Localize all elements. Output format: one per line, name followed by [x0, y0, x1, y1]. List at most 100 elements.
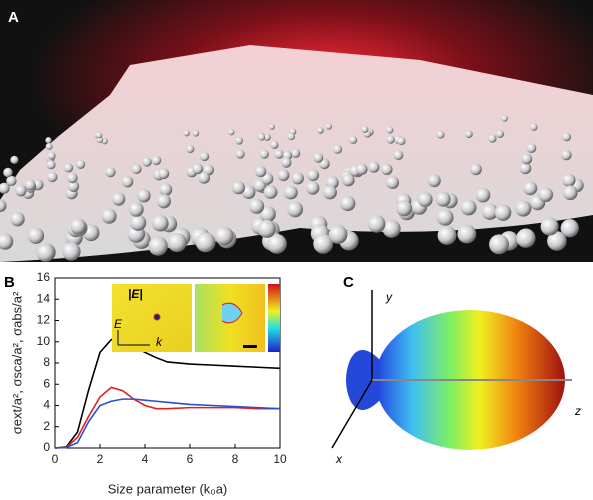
sphere — [3, 167, 13, 178]
sphere — [277, 169, 290, 182]
sphere-group — [0, 115, 584, 262]
sphere — [397, 136, 406, 146]
x-tick-label: 0 — [52, 452, 59, 466]
sphere — [368, 161, 380, 173]
sphere — [287, 201, 304, 218]
sphere — [340, 195, 356, 212]
axis-label: z — [574, 404, 581, 418]
sphere — [15, 184, 27, 197]
y-axis-label: σext/a², σsca/a², σabs/a² — [9, 291, 24, 434]
sphere — [263, 133, 271, 141]
sphere — [0, 182, 10, 194]
panel-label: B — [4, 274, 15, 291]
sphere — [6, 175, 17, 187]
sphere — [386, 135, 395, 144]
axis-label: y — [385, 290, 393, 304]
inset-title: |E| — [128, 287, 143, 301]
sphere — [381, 163, 393, 176]
sphere — [137, 189, 151, 203]
sphere — [156, 194, 171, 209]
sphere — [393, 150, 404, 161]
y-tick-label: 10 — [37, 334, 51, 348]
sphere — [333, 144, 343, 154]
sphere — [121, 175, 134, 188]
sphere — [560, 219, 579, 238]
y-tick-label: 0 — [43, 440, 50, 454]
sphere — [45, 142, 53, 150]
data-line — [54, 386, 280, 449]
sphere — [481, 203, 499, 220]
sphere — [101, 208, 117, 224]
sphere — [349, 135, 358, 144]
sphere — [192, 163, 204, 175]
sphere — [192, 130, 200, 137]
inset-label: k — [156, 335, 163, 349]
sphere — [523, 181, 538, 196]
sphere — [287, 132, 296, 141]
sphere — [342, 173, 355, 187]
x-tick-label: 2 — [97, 452, 104, 466]
sphere — [0, 233, 14, 250]
sphere — [427, 174, 441, 188]
sphere — [437, 225, 457, 245]
panel-label: A — [8, 9, 19, 26]
sphere — [259, 205, 276, 223]
sphere — [131, 164, 142, 175]
sphere — [158, 168, 170, 180]
sphere — [436, 208, 454, 226]
sphere — [257, 219, 276, 238]
sphere — [10, 211, 25, 227]
sphere — [198, 171, 211, 184]
sphere — [263, 185, 278, 199]
sphere — [270, 140, 279, 149]
x-tick-label: 4 — [142, 452, 149, 466]
x-tick-label: 8 — [232, 452, 239, 466]
sphere — [259, 149, 269, 159]
inset-particle — [153, 313, 161, 321]
sphere — [10, 155, 19, 164]
sphere — [151, 214, 169, 232]
sphere — [199, 151, 210, 162]
sphere — [417, 191, 433, 207]
sphere — [283, 185, 298, 200]
sphere — [488, 134, 497, 143]
sphere — [305, 181, 320, 195]
sphere — [436, 130, 445, 139]
sphere — [27, 227, 45, 244]
y-tick-label: 14 — [37, 291, 51, 305]
sphere — [475, 187, 491, 203]
sphere — [328, 225, 348, 244]
sphere — [183, 130, 190, 137]
x-tick-label: 6 — [187, 452, 194, 466]
sphere — [322, 185, 337, 200]
sphere — [195, 232, 216, 253]
axis — [331, 379, 373, 449]
panel-label: C — [343, 274, 354, 291]
sphere — [268, 123, 275, 130]
sphere — [386, 176, 400, 190]
sphere — [396, 200, 413, 217]
sphere — [24, 179, 36, 191]
sphere — [313, 152, 324, 163]
sphere — [151, 155, 162, 166]
inset-map — [112, 284, 192, 352]
sphere — [313, 233, 334, 254]
inset-particle — [221, 302, 243, 324]
sphere — [105, 167, 116, 178]
data-line — [54, 338, 281, 449]
y-tick-label: 6 — [43, 376, 50, 390]
sphere — [470, 163, 482, 176]
sphere — [562, 185, 578, 201]
sphere — [526, 143, 537, 154]
sphere — [128, 202, 144, 217]
inset-label: E — [114, 317, 123, 331]
sphere — [382, 219, 401, 238]
sphere — [521, 153, 533, 165]
chart: 0 2 4 6 8 10 12 14 16 0 2 4 6 8 10 Size parameter (k₀a)… — [9, 270, 287, 496]
sphere — [248, 198, 265, 214]
sphere — [562, 173, 576, 187]
sphere — [186, 144, 195, 154]
sphere — [214, 226, 234, 246]
color-bar — [268, 284, 280, 352]
